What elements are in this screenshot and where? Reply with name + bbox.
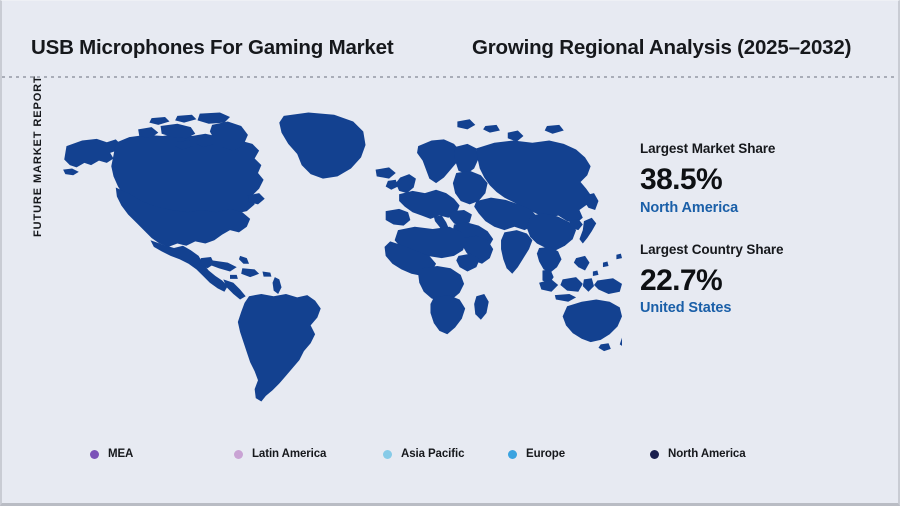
stat-largest-market-share: Largest Market Share 38.5% North America	[640, 141, 880, 216]
legend-dot-icon	[383, 449, 392, 459]
region-lesser-antilles	[272, 277, 282, 294]
stat-label: Largest Market Share	[640, 141, 776, 156]
region-cuba	[209, 260, 237, 272]
region-iberia	[385, 208, 411, 226]
region-eastern-europe	[452, 170, 488, 205]
stat-label: Largest Country Share	[640, 241, 784, 257]
legend-item-label: MEA	[108, 448, 134, 460]
region-united-states	[115, 187, 251, 247]
region-siberian-isles	[544, 124, 564, 134]
region-aleutians	[63, 168, 79, 176]
legend: MEA Latin America Asia Pacific Europe No…	[90, 448, 830, 468]
region-borneo	[560, 277, 583, 292]
region-ireland	[385, 179, 398, 190]
legend-item-label: Asia Pacific	[401, 448, 465, 460]
region-madagascar	[474, 293, 489, 320]
page-subtitle: Growing Regional Analysis (2025–2032)	[472, 36, 852, 59]
world-map-svg	[63, 112, 622, 402]
region-arctic-isle-b	[149, 117, 170, 125]
region-mexico	[150, 240, 228, 292]
region-korea-japan-sea	[569, 218, 583, 231]
region-russia	[476, 140, 592, 224]
region-yucatan	[199, 257, 215, 269]
header: USB Microphones For Gaming Market Growin…	[2, 1, 898, 78]
region-china	[526, 213, 577, 251]
region-hispaniola	[241, 268, 260, 278]
legend-item-north-america[interactable]: North America	[650, 448, 746, 460]
region-newfoundland	[247, 193, 265, 205]
region-baffin-island	[209, 121, 248, 151]
region-central-asia	[474, 197, 538, 231]
region-victoria-island	[160, 123, 196, 139]
region-alaska	[64, 138, 121, 168]
region-puerto-rico	[262, 271, 272, 277]
brand-vertical-label: FUTURE MARKET REPORT	[32, 75, 44, 237]
stat-value: 22.7%	[640, 263, 723, 297]
region-japan	[579, 217, 597, 244]
legend-item-label: North America	[668, 448, 746, 460]
stat-region: North America	[640, 199, 739, 216]
region-british-isles	[395, 174, 416, 194]
region-central-america	[223, 279, 246, 300]
region-philippines	[573, 255, 590, 271]
region-arabia	[461, 235, 494, 264]
region-south-america	[237, 293, 321, 402]
world-map	[62, 97, 622, 417]
region-australia	[562, 299, 622, 343]
region-central-africa	[418, 265, 465, 302]
stat-largest-country-share: Largest Country Share 22.7% United State…	[640, 242, 880, 317]
region-banks-island	[138, 127, 159, 139]
stat-region: United States	[640, 300, 732, 316]
region-novaya-zemlya	[507, 130, 524, 142]
region-jamaica	[230, 274, 238, 279]
region-arctic-isle-c	[196, 137, 215, 148]
legend-dot-icon	[90, 449, 99, 459]
legend-dot-icon	[234, 449, 243, 459]
region-new-zealand-south	[619, 337, 622, 346]
region-southeast-asia	[536, 246, 562, 273]
legend-item-label: Europe	[526, 448, 566, 460]
region-southern-africa	[430, 295, 466, 335]
region-sumatra	[539, 279, 559, 292]
page-title: USB Microphones For Gaming Market	[31, 36, 394, 59]
region-scandinavia	[417, 139, 461, 184]
region-ellesmere-island	[197, 112, 230, 124]
stats-panel: Largest Market Share 38.5% North America…	[640, 141, 880, 342]
legend-item-mea[interactable]: MEA	[90, 448, 133, 460]
region-arctic-isle-e	[483, 124, 500, 133]
legend-dot-icon	[650, 449, 659, 459]
legend-item-label: Latin America	[252, 448, 327, 460]
region-kamchatka	[583, 193, 599, 210]
region-svalbard	[457, 119, 476, 130]
legend-dot-icon	[508, 449, 517, 459]
region-finland-baltics	[454, 143, 479, 175]
region-java	[554, 293, 577, 302]
region-arctic-isle-d	[175, 140, 194, 150]
stat-value: 38.5%	[640, 163, 723, 196]
legend-item-latin-america[interactable]: Latin America	[234, 448, 326, 460]
legend-item-europe[interactable]: Europe	[508, 448, 565, 460]
region-horn-of-africa	[456, 253, 480, 272]
region-western-europe	[399, 189, 460, 219]
region-bahamas	[238, 255, 250, 264]
region-india	[501, 230, 533, 274]
region-pacific-islets	[592, 253, 622, 277]
region-canada	[111, 133, 264, 218]
header-divider	[2, 76, 898, 78]
map-landmasses	[63, 112, 622, 402]
region-iceland	[375, 167, 396, 179]
region-greenland	[279, 112, 366, 179]
region-west-africa	[384, 241, 437, 277]
legend-item-asia-pacific[interactable]: Asia Pacific	[383, 448, 464, 460]
region-new-guinea	[594, 278, 622, 294]
region-sulawesi	[582, 278, 594, 292]
region-tasmania	[598, 343, 611, 352]
region-arctic-isle-a	[175, 114, 197, 123]
